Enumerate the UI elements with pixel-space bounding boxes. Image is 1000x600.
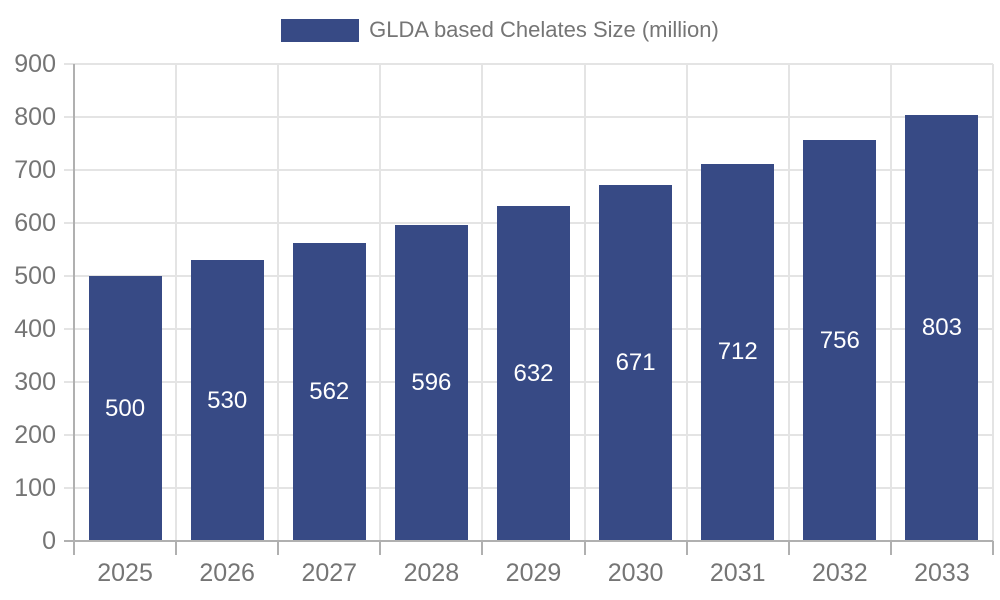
gridline-vertical (175, 64, 178, 541)
x-axis-tick (889, 541, 892, 555)
y-axis-tick-label: 600 (14, 209, 56, 237)
bar-value-label: 632 (513, 359, 554, 387)
plot-area: 500 530 562 596 632 671 712 756 803 (64, 63, 994, 555)
y-axis-tick-label: 100 (14, 474, 56, 502)
gridline-vertical (787, 64, 790, 541)
legend[interactable]: GLDA based Chelates Size (million) (0, 17, 1000, 43)
x-axis-tick (175, 541, 178, 555)
y-axis-line (73, 64, 75, 555)
x-axis-tick-label: 2033 (914, 559, 970, 587)
gridline-vertical (992, 64, 994, 541)
bar-value-label: 562 (309, 378, 350, 406)
gridline-horizontal (64, 63, 993, 65)
y-axis-tick-label: 700 (14, 156, 56, 184)
y-axis-tick-label: 300 (14, 368, 56, 396)
bar[interactable]: 596 (394, 225, 468, 541)
x-axis-tick (685, 541, 688, 555)
y-axis-tick-label: 400 (14, 315, 56, 343)
gridline-horizontal (64, 169, 993, 171)
x-axis-line (64, 540, 993, 542)
legend-label: GLDA based Chelates Size (million) (369, 17, 719, 42)
gridline-vertical (379, 64, 382, 541)
bar-value-label: 671 (615, 349, 656, 377)
bar[interactable]: 500 (88, 276, 162, 541)
x-axis-tick-label: 2029 (505, 559, 562, 587)
bar[interactable]: 756 (803, 140, 877, 541)
bar-value-label: 500 (105, 394, 146, 422)
gridline-vertical (583, 64, 586, 541)
gridline-horizontal (64, 116, 993, 118)
x-axis-tick-label: 2025 (97, 559, 153, 587)
x-axis-tick (379, 541, 382, 555)
y-axis-tick-label: 0 (42, 527, 56, 555)
x-axis-tick-label: 2032 (812, 559, 868, 587)
x-axis-tick (992, 541, 994, 555)
bar[interactable]: 632 (497, 206, 570, 541)
bar[interactable]: 530 (190, 260, 264, 541)
legend-swatch (281, 18, 360, 42)
x-axis-tick (787, 541, 790, 555)
x-axis-tick-label: 2031 (709, 559, 766, 587)
gridline-vertical (481, 64, 484, 541)
x-axis-tick-label: 2028 (403, 559, 460, 587)
x-axis-tick-label: 2030 (607, 559, 664, 587)
x-axis-tick-label: 2027 (301, 559, 358, 587)
y-axis-tick-label: 500 (14, 262, 56, 290)
bar-value-label: 530 (207, 386, 248, 414)
y-axis-tick-label: 800 (14, 103, 56, 131)
x-axis-tick (481, 541, 484, 555)
x-axis-tick (277, 541, 280, 555)
x-axis-tick (583, 541, 586, 555)
bar-value-label: 596 (411, 369, 452, 397)
bar[interactable]: 712 (701, 163, 775, 541)
bar-value-label: 712 (717, 338, 758, 366)
x-axis-tick-label: 2026 (199, 559, 255, 587)
y-axis-tick-label: 200 (14, 421, 56, 449)
bar-value-label: 803 (921, 314, 962, 342)
gridline-vertical (889, 64, 892, 541)
gridline-vertical (685, 64, 688, 541)
gridline-vertical (277, 64, 280, 541)
bar[interactable]: 671 (599, 185, 673, 541)
y-axis-tick-label: 900 (14, 50, 56, 78)
bar-value-label: 756 (819, 326, 860, 354)
bar[interactable]: 803 (905, 115, 979, 541)
bar[interactable]: 562 (292, 243, 366, 541)
